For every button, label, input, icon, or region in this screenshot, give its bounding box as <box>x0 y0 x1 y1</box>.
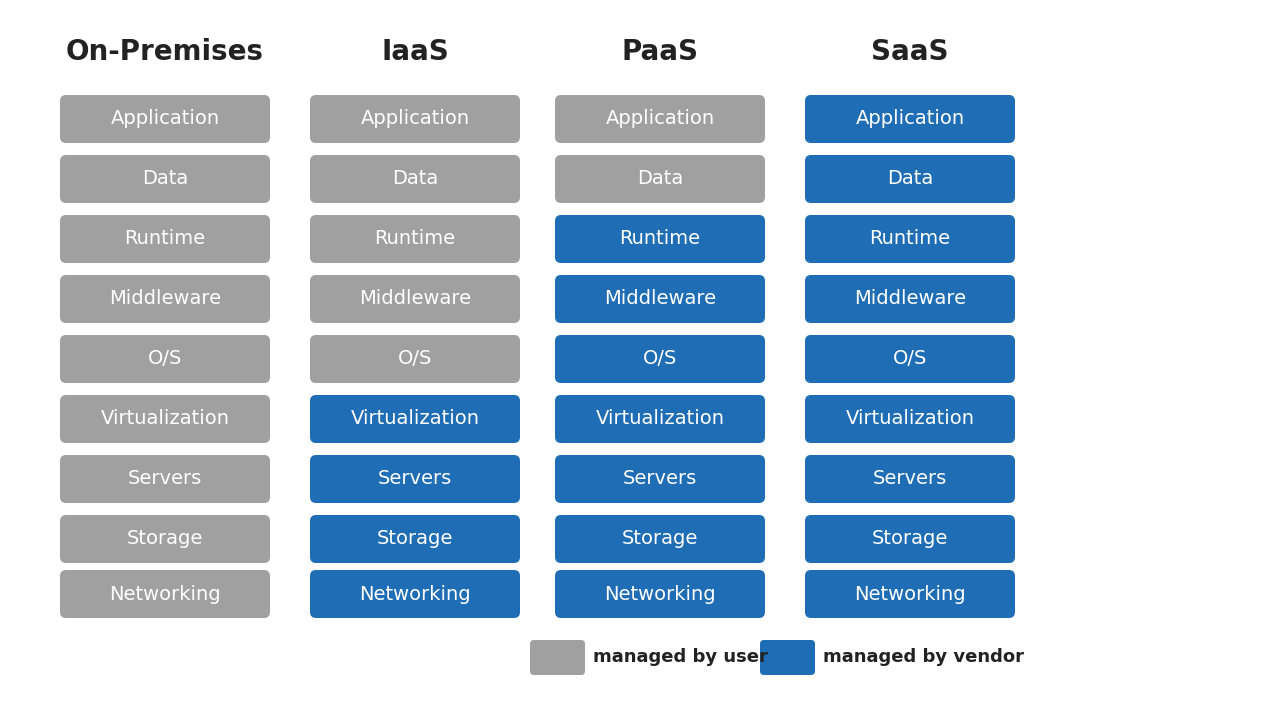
FancyBboxPatch shape <box>310 275 520 323</box>
FancyBboxPatch shape <box>556 455 765 503</box>
FancyBboxPatch shape <box>310 455 520 503</box>
Text: Virtualization: Virtualization <box>101 410 229 428</box>
Text: Data: Data <box>392 169 438 189</box>
Text: Servers: Servers <box>128 469 202 488</box>
FancyBboxPatch shape <box>60 395 270 443</box>
FancyBboxPatch shape <box>60 95 270 143</box>
Text: managed by user: managed by user <box>593 648 768 666</box>
FancyBboxPatch shape <box>556 155 765 203</box>
FancyBboxPatch shape <box>760 640 815 675</box>
Text: Servers: Servers <box>873 469 947 488</box>
Text: O/S: O/S <box>643 349 677 369</box>
Text: Data: Data <box>142 169 188 189</box>
Text: Application: Application <box>605 109 714 128</box>
FancyBboxPatch shape <box>556 335 765 383</box>
Text: PaaS: PaaS <box>622 38 699 66</box>
FancyBboxPatch shape <box>310 570 520 618</box>
FancyBboxPatch shape <box>805 95 1015 143</box>
FancyBboxPatch shape <box>556 215 765 263</box>
Text: Application: Application <box>855 109 965 128</box>
Text: Runtime: Runtime <box>375 230 456 248</box>
Text: On-Premises: On-Premises <box>67 38 264 66</box>
Text: IaaS: IaaS <box>381 38 449 66</box>
Text: Runtime: Runtime <box>869 230 951 248</box>
FancyBboxPatch shape <box>805 275 1015 323</box>
FancyBboxPatch shape <box>60 275 270 323</box>
FancyBboxPatch shape <box>60 155 270 203</box>
FancyBboxPatch shape <box>556 515 765 563</box>
Text: Middleware: Middleware <box>109 289 221 308</box>
Text: Servers: Servers <box>623 469 698 488</box>
Text: SaaS: SaaS <box>872 38 948 66</box>
FancyBboxPatch shape <box>310 95 520 143</box>
Text: O/S: O/S <box>893 349 927 369</box>
Text: Application: Application <box>110 109 220 128</box>
FancyBboxPatch shape <box>556 275 765 323</box>
FancyBboxPatch shape <box>310 515 520 563</box>
FancyBboxPatch shape <box>60 515 270 563</box>
Text: Storage: Storage <box>127 529 204 549</box>
Text: O/S: O/S <box>147 349 182 369</box>
FancyBboxPatch shape <box>60 455 270 503</box>
FancyBboxPatch shape <box>805 455 1015 503</box>
Text: Networking: Networking <box>109 585 221 603</box>
Text: Runtime: Runtime <box>620 230 700 248</box>
FancyBboxPatch shape <box>60 215 270 263</box>
Text: Middleware: Middleware <box>604 289 716 308</box>
Text: Application: Application <box>361 109 470 128</box>
FancyBboxPatch shape <box>310 335 520 383</box>
Text: O/S: O/S <box>398 349 433 369</box>
FancyBboxPatch shape <box>530 640 585 675</box>
Text: Runtime: Runtime <box>124 230 206 248</box>
FancyBboxPatch shape <box>805 515 1015 563</box>
FancyBboxPatch shape <box>60 570 270 618</box>
FancyBboxPatch shape <box>805 570 1015 618</box>
Text: Networking: Networking <box>854 585 966 603</box>
Text: Virtualization: Virtualization <box>595 410 724 428</box>
FancyBboxPatch shape <box>556 95 765 143</box>
Text: Middleware: Middleware <box>358 289 471 308</box>
FancyBboxPatch shape <box>805 215 1015 263</box>
Text: Networking: Networking <box>604 585 716 603</box>
FancyBboxPatch shape <box>556 570 765 618</box>
Text: Storage: Storage <box>872 529 948 549</box>
Text: Middleware: Middleware <box>854 289 966 308</box>
Text: Networking: Networking <box>360 585 471 603</box>
FancyBboxPatch shape <box>310 215 520 263</box>
Text: Virtualization: Virtualization <box>351 410 480 428</box>
Text: Storage: Storage <box>376 529 453 549</box>
Text: Storage: Storage <box>622 529 698 549</box>
Text: Data: Data <box>637 169 684 189</box>
FancyBboxPatch shape <box>805 395 1015 443</box>
Text: Virtualization: Virtualization <box>846 410 974 428</box>
Text: Data: Data <box>887 169 933 189</box>
FancyBboxPatch shape <box>310 395 520 443</box>
FancyBboxPatch shape <box>60 335 270 383</box>
FancyBboxPatch shape <box>310 155 520 203</box>
FancyBboxPatch shape <box>556 395 765 443</box>
FancyBboxPatch shape <box>805 335 1015 383</box>
Text: Servers: Servers <box>378 469 452 488</box>
FancyBboxPatch shape <box>805 155 1015 203</box>
Text: managed by vendor: managed by vendor <box>823 648 1024 666</box>
